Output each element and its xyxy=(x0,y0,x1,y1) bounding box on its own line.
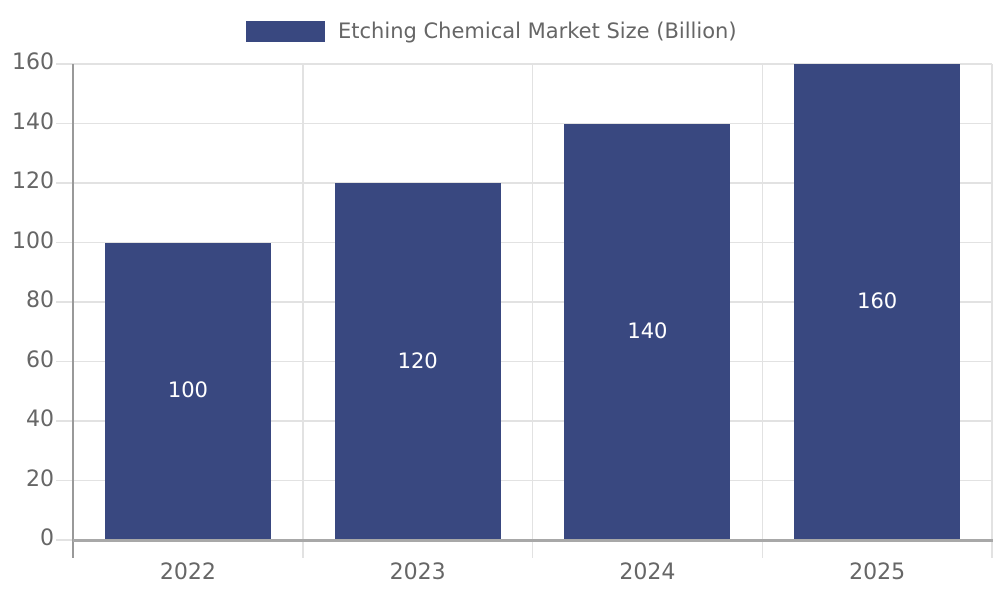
bar-value-label: 160 xyxy=(857,289,898,313)
bar-value-label: 100 xyxy=(167,378,208,403)
y-tick-label: 60 xyxy=(26,347,54,373)
bar xyxy=(334,183,501,540)
y-tick xyxy=(56,301,73,303)
y-tick-label: 80 xyxy=(26,288,54,313)
x-tick-label: 2023 xyxy=(389,560,446,585)
y-tick xyxy=(56,241,73,244)
y-tick xyxy=(56,539,73,541)
bar-value-label: 120 xyxy=(397,348,438,373)
x-gridline xyxy=(302,64,304,540)
x-tick-label: 2025 xyxy=(849,560,906,585)
y-tick-label: 20 xyxy=(26,466,54,492)
y-tick xyxy=(56,360,73,363)
y-tick xyxy=(56,479,73,482)
y-tick-label: 0 xyxy=(40,526,54,551)
y-tick xyxy=(56,420,73,422)
y-tick-label: 140 xyxy=(12,109,54,135)
bar-value-label: 140 xyxy=(627,318,668,343)
x-tick-label: 2024 xyxy=(619,560,676,585)
legend-swatch xyxy=(246,20,325,42)
bar xyxy=(104,242,271,540)
y-tick-label: 120 xyxy=(12,169,54,194)
x-gridline xyxy=(531,64,534,540)
y-tick-label: 160 xyxy=(12,50,54,75)
x-tick xyxy=(761,540,763,558)
x-tick-label: 2022 xyxy=(159,560,216,585)
y-tick xyxy=(56,182,73,184)
bar xyxy=(564,123,731,540)
x-tick xyxy=(991,540,993,558)
x-gridline xyxy=(761,64,763,540)
x-tick xyxy=(531,540,534,558)
legend-label: Etching Chemical Market Size (Billion) xyxy=(338,19,737,43)
bar xyxy=(794,64,961,540)
y-axis-spine xyxy=(72,64,74,558)
y-tick-label: 40 xyxy=(26,407,54,432)
x-gridline xyxy=(991,64,993,540)
y-tick-label: 100 xyxy=(12,228,54,254)
y-tick xyxy=(56,63,73,65)
x-tick xyxy=(302,540,304,558)
x-axis-line xyxy=(73,539,993,542)
chart-legend: Etching Chemical Market Size (Billion) xyxy=(246,18,737,44)
y-tick xyxy=(56,122,73,125)
